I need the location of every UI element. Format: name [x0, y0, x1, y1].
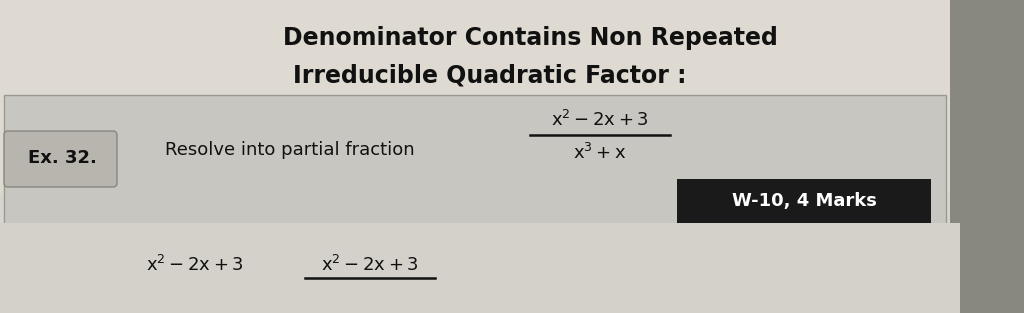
FancyBboxPatch shape: [677, 179, 931, 223]
FancyBboxPatch shape: [950, 0, 1024, 313]
Text: W-10, 4 Marks: W-10, 4 Marks: [731, 192, 877, 210]
FancyBboxPatch shape: [0, 223, 961, 313]
Text: Irreducible Quadratic Factor :: Irreducible Quadratic Factor :: [293, 63, 687, 87]
Text: Denominator Contains Non Repeated: Denominator Contains Non Repeated: [283, 26, 777, 50]
FancyBboxPatch shape: [4, 95, 946, 225]
FancyBboxPatch shape: [0, 0, 961, 193]
Text: $\mathrm{x^3+x}$: $\mathrm{x^3+x}$: [573, 143, 627, 163]
Text: $\mathrm{x^2-2x+3}$: $\mathrm{x^2-2x+3}$: [551, 110, 649, 130]
FancyBboxPatch shape: [4, 131, 117, 187]
Text: $\mathrm{x^2-2x+3}$: $\mathrm{x^2-2x+3}$: [322, 255, 419, 275]
Text: Ex. 32.: Ex. 32.: [28, 149, 96, 167]
Text: $\mathrm{x^2-2x+3}$: $\mathrm{x^2-2x+3}$: [146, 255, 244, 275]
Text: Resolve into partial fraction: Resolve into partial fraction: [165, 141, 415, 159]
